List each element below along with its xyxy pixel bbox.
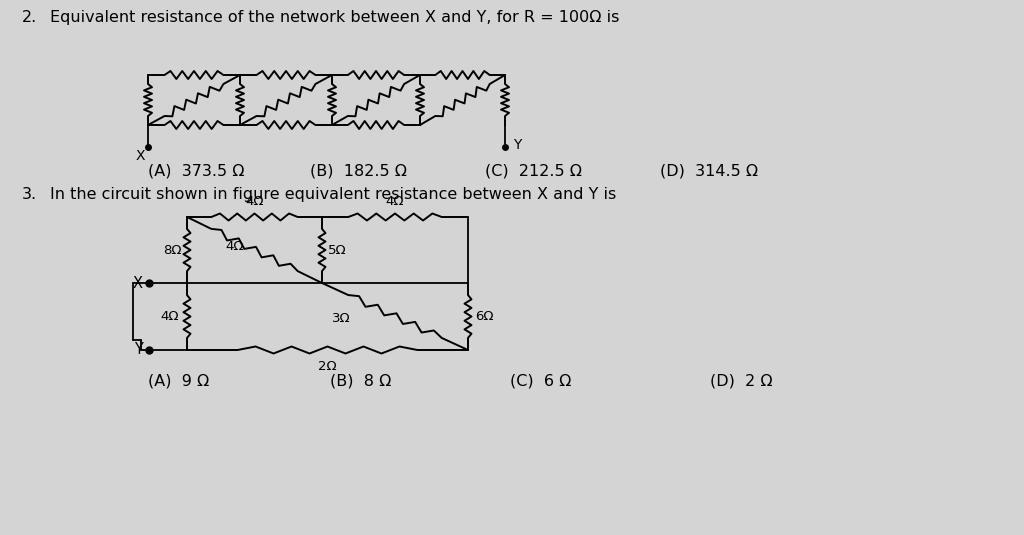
Text: In the circuit shown in figure equivalent resistance between X and Y is: In the circuit shown in figure equivalen… xyxy=(50,187,616,202)
Text: 5Ω: 5Ω xyxy=(328,243,347,256)
Text: 8Ω: 8Ω xyxy=(164,243,182,256)
Text: 4Ω: 4Ω xyxy=(161,310,179,323)
Text: (A)  373.5 Ω: (A) 373.5 Ω xyxy=(148,163,245,178)
Text: X: X xyxy=(133,276,143,291)
Text: 4Ω: 4Ω xyxy=(246,195,264,208)
Text: (C)  6 Ω: (C) 6 Ω xyxy=(510,373,571,388)
Text: 6Ω: 6Ω xyxy=(475,310,494,323)
Text: Equivalent resistance of the network between X and Y, for R = 100Ω is: Equivalent resistance of the network bet… xyxy=(50,10,620,25)
Text: (D)  314.5 Ω: (D) 314.5 Ω xyxy=(660,163,758,178)
Text: 3.: 3. xyxy=(22,187,37,202)
Text: 4Ω: 4Ω xyxy=(225,241,244,254)
Text: (D)  2 Ω: (D) 2 Ω xyxy=(710,373,773,388)
Text: (A)  9 Ω: (A) 9 Ω xyxy=(148,373,209,388)
Text: Y: Y xyxy=(134,342,143,357)
Text: (B)  8 Ω: (B) 8 Ω xyxy=(330,373,391,388)
Text: (B)  182.5 Ω: (B) 182.5 Ω xyxy=(310,163,407,178)
Text: 2.: 2. xyxy=(22,10,37,25)
Text: 4Ω: 4Ω xyxy=(386,195,404,208)
Text: X: X xyxy=(135,149,144,163)
Text: 2Ω: 2Ω xyxy=(318,360,337,373)
Text: Y: Y xyxy=(513,138,521,152)
Text: (C)  212.5 Ω: (C) 212.5 Ω xyxy=(485,163,582,178)
Text: 3Ω: 3Ω xyxy=(332,312,350,325)
